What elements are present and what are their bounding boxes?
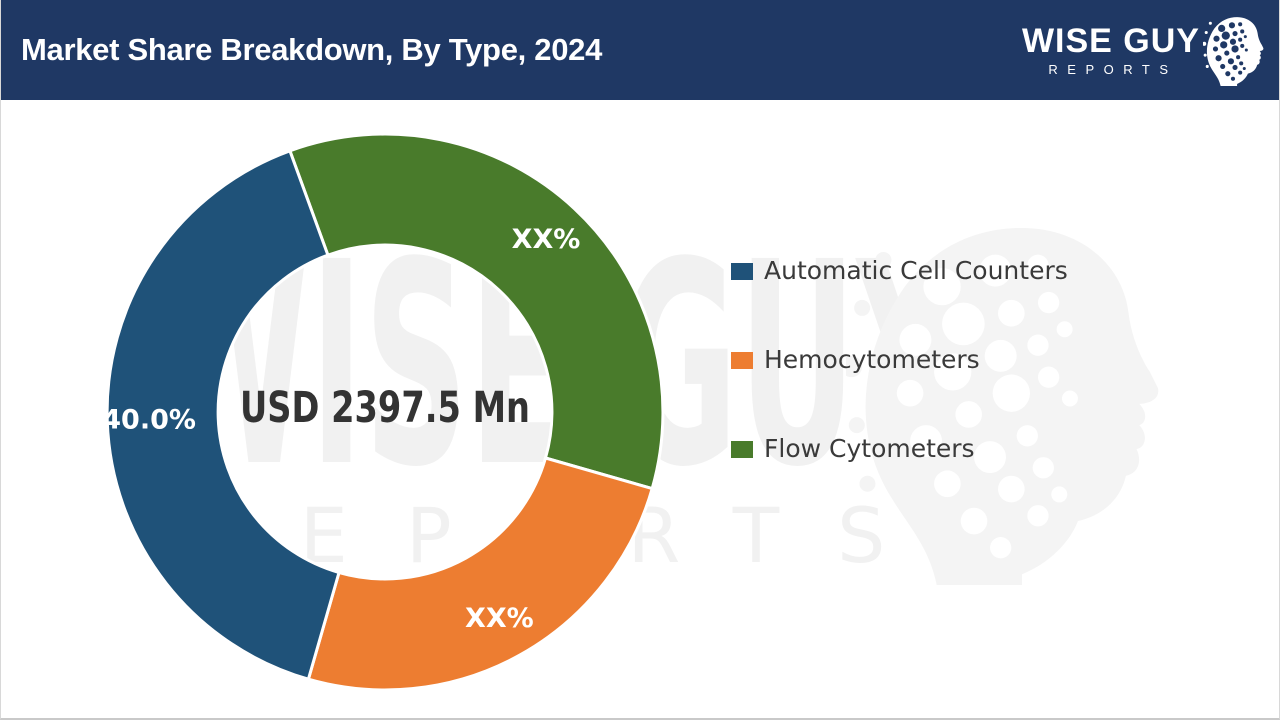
segment-label: XX% [465,603,534,634]
chart-legend: Automatic Cell Counters Hemocytometers F… [731,255,1068,465]
legend-label: Automatic Cell Counters [764,256,1068,285]
legend-item-automatic-cell-counters: Automatic Cell Counters [731,255,1068,287]
donut-center-value: USD 2397.5 Mn [240,383,530,433]
watermark-head-icon [846,227,1159,585]
wiseguy-logo: WISE GUY REPORTS [1022,14,1265,86]
logo-subtitle: REPORTS [1048,61,1178,77]
legend-item-flow-cytometers: Flow Cytometers [731,433,1068,465]
logo-wordmark-block: WISE GUY REPORTS [1022,24,1200,77]
legend-label: Flow Cytometers [764,434,975,463]
logo-wordmark: WISE GUY [1021,21,1200,60]
header-bar: Market Share Breakdown, By Type, 2024 WI… [1,0,1279,100]
logo-head-icon [1203,17,1264,86]
segment-label: 40.0% [102,405,196,436]
legend-label: Hemocytometers [764,345,980,374]
legend-item-hemocytometers: Hemocytometers [731,344,1068,376]
segment-label: XX% [512,224,581,255]
page-title: Market Share Breakdown, By Type, 2024 [21,32,603,67]
legend-swatch [731,262,753,280]
legend-swatch [731,351,753,369]
legend-swatch [731,440,753,458]
donut-segment-hemocytometers [306,456,655,692]
donut-chart: XX% XX% 40.0% USD 2397.5 Mn [102,132,665,692]
donut-segment-automatic-cell-counters [105,148,341,682]
donut-segment-flow-cytometers [287,132,665,491]
